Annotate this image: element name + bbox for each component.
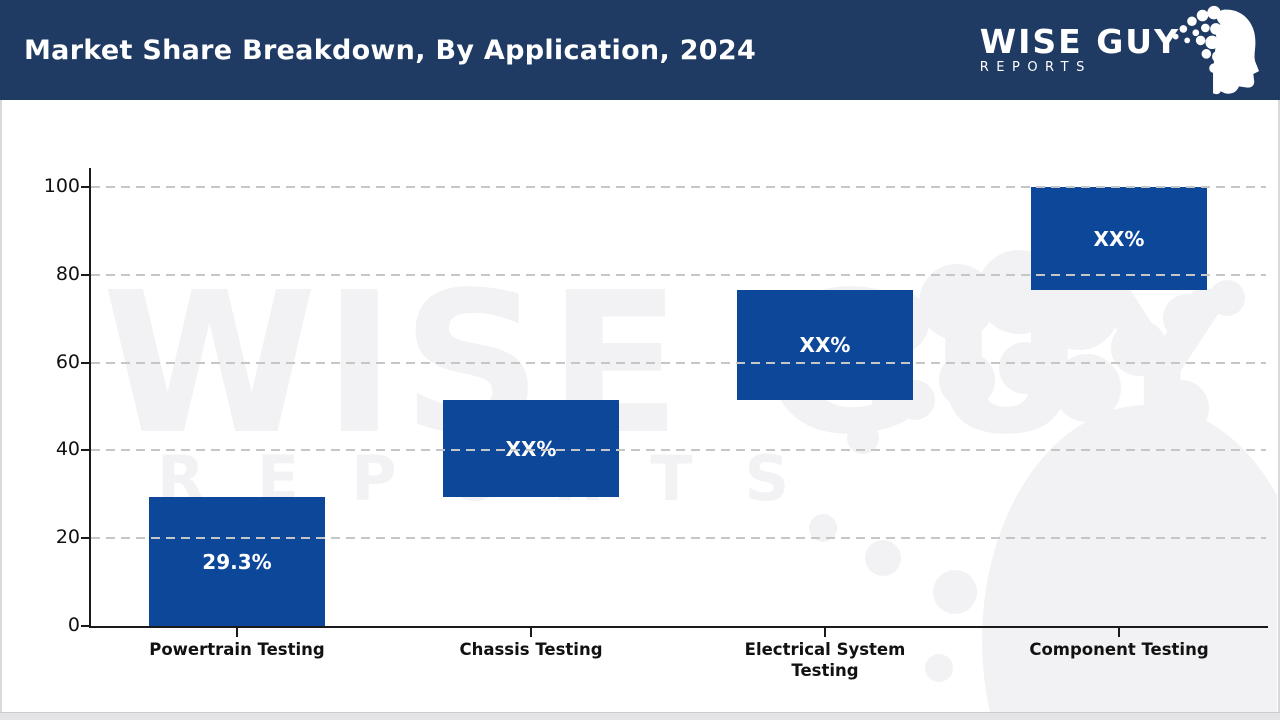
- logo-wordmark: WISE GUY: [979, 21, 1180, 61]
- y-tick-label-100: 100: [43, 175, 80, 197]
- x-axis-line: [89, 626, 1268, 628]
- y-tick-label-40: 40: [55, 438, 80, 461]
- y-tick-label-0: 0: [67, 614, 80, 636]
- y-axis-line: [89, 168, 91, 628]
- gridline-80: [91, 273, 1266, 276]
- y-tick-label-80: 80: [55, 262, 80, 285]
- gridline-20: [91, 537, 1266, 540]
- header-bar: Market Share Breakdown, By Application, …: [0, 0, 1280, 100]
- x-tick-3: [824, 628, 826, 637]
- x-tick-2: [530, 628, 532, 637]
- bar-value-label: XX%: [799, 333, 851, 358]
- y-tick-100: [81, 186, 89, 188]
- bar-1: 29.3%: [148, 497, 326, 626]
- y-tick-label-60: 60: [55, 350, 80, 373]
- y-tick-label-20: 20: [55, 526, 80, 549]
- y-tick-20: [81, 537, 89, 540]
- x-tick-4: [1118, 628, 1120, 637]
- bar-3: XX%: [736, 290, 914, 400]
- bar-value-label: 29.3%: [202, 549, 272, 574]
- chart-area: WISE GUY REPORTS 02040608010029.3%Powert…: [0, 100, 1280, 712]
- page-title: Market Share Breakdown, By Application, …: [24, 34, 757, 66]
- gridline-60: [91, 361, 1266, 364]
- x-category-label: Chassis Testing: [459, 640, 603, 659]
- y-tick-40: [81, 449, 89, 452]
- logo-text: WISE GUY REPORTS: [979, 21, 1180, 76]
- gridline-100: [91, 186, 1266, 188]
- y-tick-60: [81, 361, 89, 364]
- wise-guy-logo: WISE GUY REPORTS: [980, 4, 1262, 96]
- bar-4: XX%: [1030, 187, 1208, 291]
- bottom-strip: [0, 712, 1280, 720]
- bar-value-label: XX%: [505, 436, 557, 461]
- x-category-label: Electrical System Testing: [744, 640, 906, 680]
- x-category-label: Powertrain Testing: [149, 640, 325, 659]
- x-tick-1: [236, 628, 238, 637]
- face-profile-icon: [1172, 5, 1260, 95]
- logo-subtext: REPORTS: [979, 60, 1092, 76]
- gridline-40: [91, 449, 1266, 452]
- bar-value-label: XX%: [1093, 226, 1145, 251]
- bar-2: XX%: [442, 399, 620, 498]
- x-category-label: Component Testing: [1029, 640, 1209, 659]
- y-tick-80: [81, 273, 89, 276]
- watermark-face-icon: [782, 250, 1277, 712]
- y-tick-0: [81, 625, 89, 627]
